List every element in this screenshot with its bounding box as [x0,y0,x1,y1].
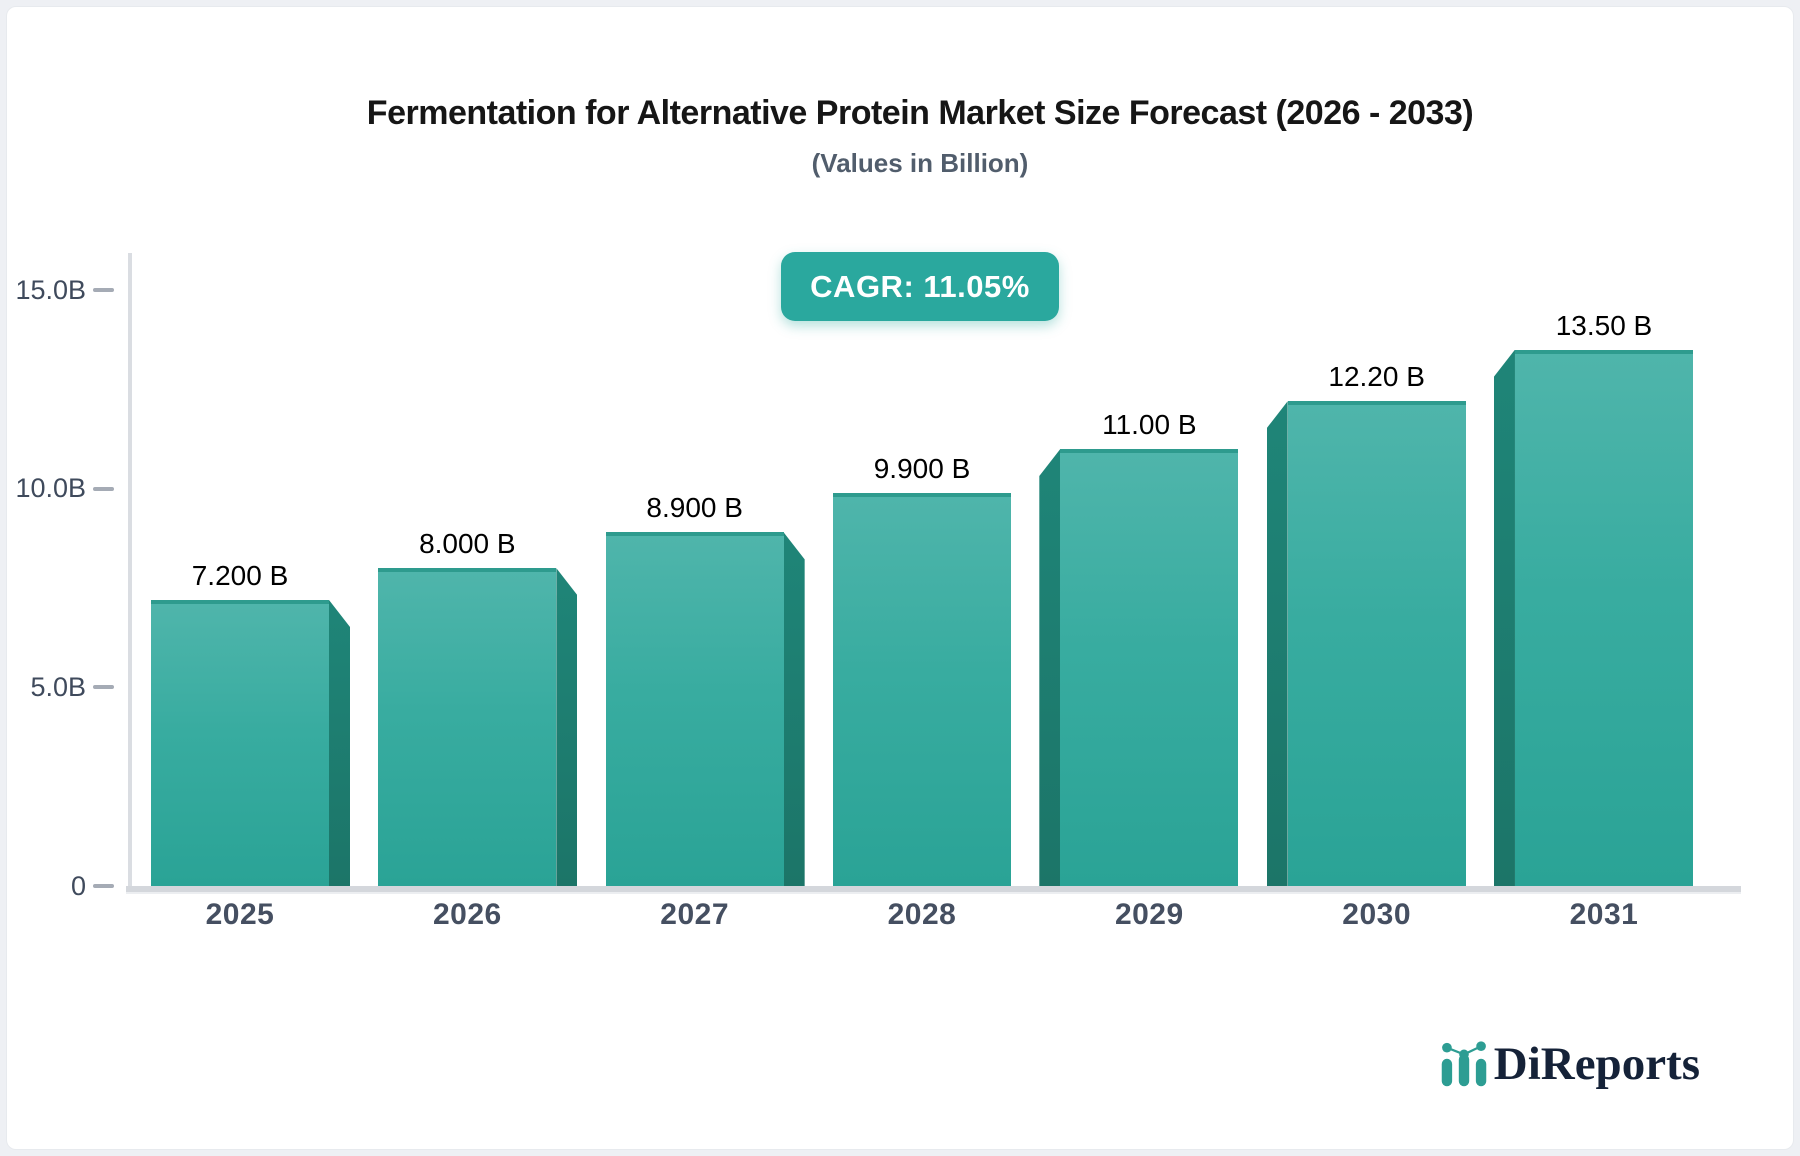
y-axis-tick [93,685,114,690]
y-axis-tick-label: 15.0B [15,274,86,305]
bar-3d-side [1039,448,1061,886]
bar-value-label: 9.900 B [873,452,971,484]
bar-2030 [1287,401,1466,886]
x-axis-label-2026: 2026 [432,898,502,931]
x-axis-label-2028: 2028 [887,898,957,931]
bar-2031 [1514,349,1693,886]
y-axis-tick [93,884,114,888]
x-axis-label-2031: 2031 [1569,898,1639,931]
bar-value-label: 11.00 B [1102,408,1197,440]
y-axis-tick [93,486,114,491]
bar-3d-side [329,599,350,886]
bar-2025 [151,599,329,886]
x-axis-label-2030: 2030 [1342,898,1412,931]
y-axis-tick-label: 0 [70,870,86,901]
chart-subtitle: (Values in Billion) [811,148,1029,178]
y-axis-tick [93,288,114,293]
bar-3d-side [556,568,578,886]
x-axis-label-2027: 2027 [660,898,730,931]
bar-value-label: 8.000 B [419,528,516,560]
x-axis-baseline [126,886,1741,894]
bar-value-label: 7.200 B [191,559,289,591]
bar-3d-side [1266,401,1288,886]
bar-value-label: 13.50 B [1555,309,1653,341]
x-axis-label-2025: 2025 [205,898,275,931]
y-axis-tick-label: 10.0B [15,473,86,504]
y-axis-tick-label: 5.0B [30,671,86,702]
bar-2029 [1060,448,1239,886]
x-axis-label-2029: 2029 [1114,898,1184,931]
bar-value-label: 12.20 B [1328,361,1425,393]
cagr-badge: CAGR: 11.05% [781,252,1059,321]
cagr-badge-label: CAGR: 11.05% [810,268,1030,304]
bar-2026 [378,568,557,886]
bar-3d-side [1493,349,1515,886]
brand-logo: DiReports [1441,1036,1700,1092]
bar-2028 [832,492,1011,886]
y-axis-line [128,253,132,886]
bar-3d-side [783,532,805,886]
chart-title: Fermentation for Alternative Protein Mar… [366,94,1474,132]
brand-name: DiReports [1493,1038,1700,1090]
bar-value-label: 8.900 B [646,492,743,524]
bar-line-chart-icon [1441,1041,1487,1087]
bar-2027 [605,532,784,886]
